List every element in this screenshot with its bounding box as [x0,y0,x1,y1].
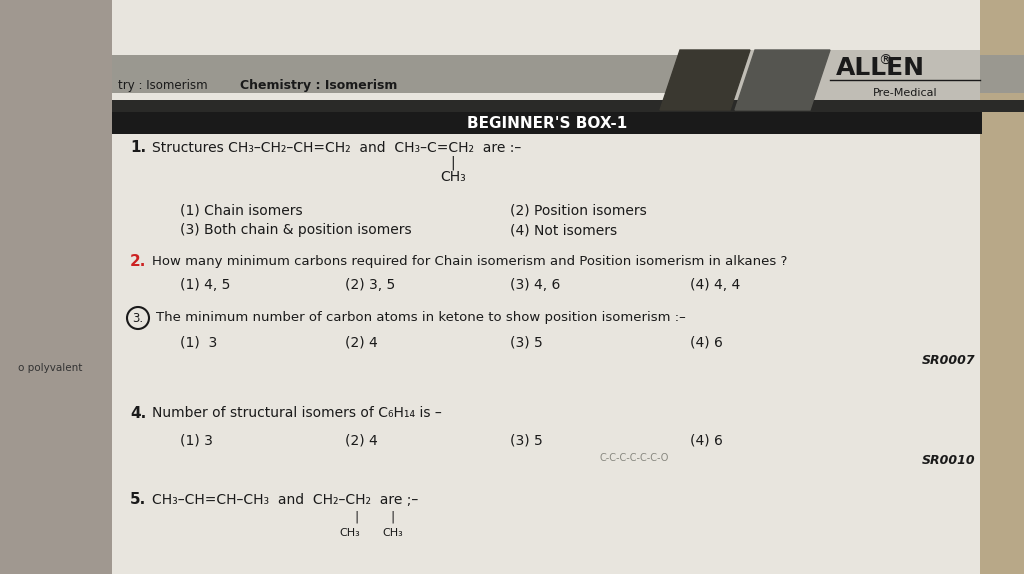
Text: CH₃: CH₃ [340,528,360,538]
Text: How many minimum carbons required for Chain isomerism and Position isomerism in : How many minimum carbons required for Ch… [152,255,787,269]
Text: SR0010: SR0010 [922,453,975,467]
Text: ALLEN: ALLEN [836,56,925,80]
Bar [0,0,1024,55]
Bar [112,55,1024,93]
Text: (3) 5: (3) 5 [510,335,543,349]
Text: (4) 4, 4: (4) 4, 4 [690,278,740,292]
Text: CH₃: CH₃ [440,170,466,184]
Bar [112,112,982,134]
Text: Chemistry : Isomerism: Chemistry : Isomerism [240,79,397,91]
Text: (1) Chain isomers: (1) Chain isomers [180,203,303,217]
Text: (3) 4, 6: (3) 4, 6 [510,278,560,292]
Text: (2) 4: (2) 4 [345,433,378,447]
Text: (3) Both chain & position isomers: (3) Both chain & position isomers [180,223,412,237]
Bar [980,0,1024,574]
Text: Structures CH₃–CH₂–CH=CH₂  and  CH₃–C=CH₂  are :–: Structures CH₃–CH₂–CH=CH₂ and CH₃–C=CH₂ … [152,141,521,155]
Text: 4.: 4. [130,405,146,421]
Text: The minimum number of carbon atoms in ketone to show position isomerism :–: The minimum number of carbon atoms in ke… [156,312,686,324]
Text: |: | [451,156,456,170]
Text: 1.: 1. [130,141,146,156]
Text: |: | [355,510,359,523]
Polygon shape [735,50,830,110]
Text: (2) Position isomers: (2) Position isomers [510,203,647,217]
Text: 5.: 5. [130,492,146,507]
Bar [0,0,112,574]
Polygon shape [660,50,750,110]
Text: (1) 4, 5: (1) 4, 5 [180,278,230,292]
Text: (2) 3, 5: (2) 3, 5 [345,278,395,292]
Text: (1) 3: (1) 3 [180,433,213,447]
Text: o polyvalent: o polyvalent [18,363,82,373]
Text: SR0007: SR0007 [922,354,975,367]
Text: (3) 5: (3) 5 [510,433,543,447]
Text: (4) 6: (4) 6 [690,433,723,447]
Text: ®: ® [878,54,892,68]
Text: CH₃–CH=CH–CH₃  and  CH₂–CH₂  are ;–: CH₃–CH=CH–CH₃ and CH₂–CH₂ are ;– [152,493,418,507]
Text: Pre-Medical: Pre-Medical [872,88,937,98]
Text: (2) 4: (2) 4 [345,335,378,349]
Text: CH₃: CH₃ [383,528,403,538]
Text: (4) 6: (4) 6 [690,335,723,349]
Text: 2.: 2. [130,254,146,270]
Bar [112,0,1024,574]
Text: 3.: 3. [132,312,143,324]
Text: Number of structural isomers of C₆H₁₄ is –: Number of structural isomers of C₆H₁₄ is… [152,406,441,420]
Text: |: | [391,510,395,523]
Text: (4) Not isomers: (4) Not isomers [510,223,617,237]
Text: (1)  3: (1) 3 [180,335,217,349]
Text: try : Isomerism: try : Isomerism [118,79,208,91]
Text: C-C-C-C-C-C-O: C-C-C-C-C-C-O [600,453,670,463]
Bar [112,100,1024,112]
Bar [680,50,980,110]
Text: BEGINNER'S BOX-1: BEGINNER'S BOX-1 [467,115,627,130]
